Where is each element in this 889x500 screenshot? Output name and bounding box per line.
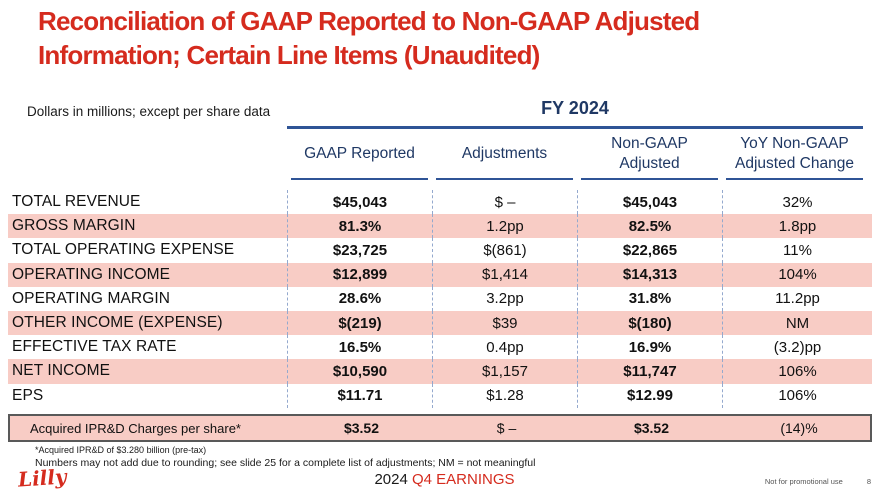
page-number: 8 [866, 477, 871, 486]
gaap-value: $10,590 [287, 359, 432, 384]
units-note: Dollars in millions; except per share da… [27, 104, 271, 119]
row-label: EFFECTIVE TAX RATE [12, 338, 177, 356]
event-name: Q4 EARNINGS [412, 471, 515, 488]
acquired-iprd-row: Acquired IPR&D Charges per share* $3.52 … [8, 414, 872, 442]
promotional-note: Not for promotional use [764, 477, 843, 486]
yoy-value: 106% [722, 383, 872, 408]
period-header: FY 2024 [541, 98, 609, 118]
adjustments-value: $ – [432, 190, 577, 215]
gaap-value: 16.5% [287, 335, 432, 360]
row-label: GROSS MARGIN [12, 217, 136, 235]
column-header-adjustments: Adjustments [436, 132, 573, 180]
non-gaap-value: 82.5% [577, 214, 722, 239]
non-gaap-value: $(180) [577, 310, 722, 336]
non-gaap-value: $12.99 [577, 383, 722, 408]
non-gaap-value: 16.9% [577, 335, 722, 360]
footnote-iprd: *Acquired IPR&D of $3.280 billion (pre-t… [35, 445, 207, 455]
yoy-value: 32% [722, 190, 872, 215]
yoy-value: NM [722, 310, 872, 336]
table-row: TOTAL REVENUE $45,043 $ – $45,043 32% [8, 190, 872, 215]
table-row: NET INCOME $10,590 $1,157 $11,747 106% [8, 359, 872, 384]
column-header-spacer [12, 132, 283, 180]
slide-title: Reconciliation of GAAP Reported to Non-G… [38, 6, 700, 71]
adjustments-value: $39 [432, 310, 577, 336]
adjustments-value: $ – [496, 420, 517, 436]
row-label: EPS [12, 386, 44, 404]
row-label: OPERATING INCOME [12, 265, 171, 283]
yoy-value: 106% [722, 359, 872, 384]
adjustments-value: $1.28 [432, 383, 577, 408]
adjustments-value: 3.2pp [432, 286, 577, 311]
yoy-value: (3.2)pp [722, 335, 872, 360]
yoy-value: (14)% [780, 420, 818, 436]
table-row: OPERATING MARGIN 28.6% 3.2pp 31.8% 11.2p… [8, 286, 872, 311]
table-row: TOTAL OPERATING EXPENSE $23,725 $(861) $… [8, 238, 872, 263]
gaap-value: $11.71 [287, 383, 432, 408]
non-gaap-value: $22,865 [577, 238, 722, 263]
event-year: 2024 [374, 471, 408, 488]
table-row: OPERATING INCOME $12,899 $1,414 $14,313 … [8, 262, 872, 287]
non-gaap-value: $3.52 [633, 420, 670, 436]
non-gaap-value: 31.8% [577, 286, 722, 311]
non-gaap-value: $11,747 [577, 359, 722, 384]
yoy-value: 1.8pp [722, 214, 872, 239]
column-header-gaap: GAAP Reported [291, 132, 428, 180]
footer-right: Not for promotional use 8 [765, 477, 871, 486]
yoy-value: 11% [722, 238, 872, 263]
row-label: Acquired IPR&D Charges per share* [30, 420, 241, 436]
row-label: TOTAL OPERATING EXPENSE [12, 241, 235, 259]
gaap-value: $3.52 [343, 420, 380, 436]
adjustments-value: 0.4pp [432, 335, 577, 360]
column-header-non-gaap: Non-GAAP Adjusted [581, 132, 718, 180]
table-row: EPS $11.71 $1.28 $12.99 106% [8, 383, 872, 408]
footer-event-title: 2024 Q4 EARNINGS [0, 471, 889, 488]
column-header-yoy: YoY Non-GAAP Adjusted Change [726, 132, 863, 180]
gaap-value: $45,043 [287, 190, 432, 215]
table-row: EFFECTIVE TAX RATE 16.5% 0.4pp 16.9% (3.… [8, 335, 872, 360]
footnote-rounding: Numbers may not add due to rounding; see… [35, 457, 536, 469]
row-label: TOTAL REVENUE [12, 193, 141, 211]
gaap-value: $23,725 [287, 238, 432, 263]
gaap-value: 81.3% [287, 214, 432, 239]
gaap-value: $(219) [287, 310, 432, 336]
non-gaap-value: $14,313 [577, 262, 722, 287]
row-label: OTHER INCOME (EXPENSE) [12, 314, 223, 332]
yoy-value: 11.2pp [722, 286, 872, 311]
row-label: OPERATING MARGIN [12, 289, 171, 307]
table-body: TOTAL REVENUE $45,043 $ – $45,043 32% GR… [8, 190, 872, 408]
period-underline [287, 126, 863, 129]
gaap-value: 28.6% [287, 286, 432, 311]
column-header-row: GAAP Reported Adjustments Non-GAAP Adjus… [8, 132, 872, 180]
row-label: NET INCOME [12, 362, 111, 380]
yoy-value: 104% [722, 262, 872, 287]
adjustments-value: $(861) [432, 238, 577, 263]
table-row: OTHER INCOME (EXPENSE) $(219) $39 $(180)… [8, 310, 872, 336]
adjustments-value: $1,414 [432, 262, 577, 287]
adjustments-value: 1.2pp [432, 214, 577, 239]
non-gaap-value: $45,043 [577, 190, 722, 215]
adjustments-value: $1,157 [432, 359, 577, 384]
gaap-value: $12,899 [287, 262, 432, 287]
table-row: GROSS MARGIN 81.3% 1.2pp 82.5% 1.8pp [8, 214, 872, 239]
